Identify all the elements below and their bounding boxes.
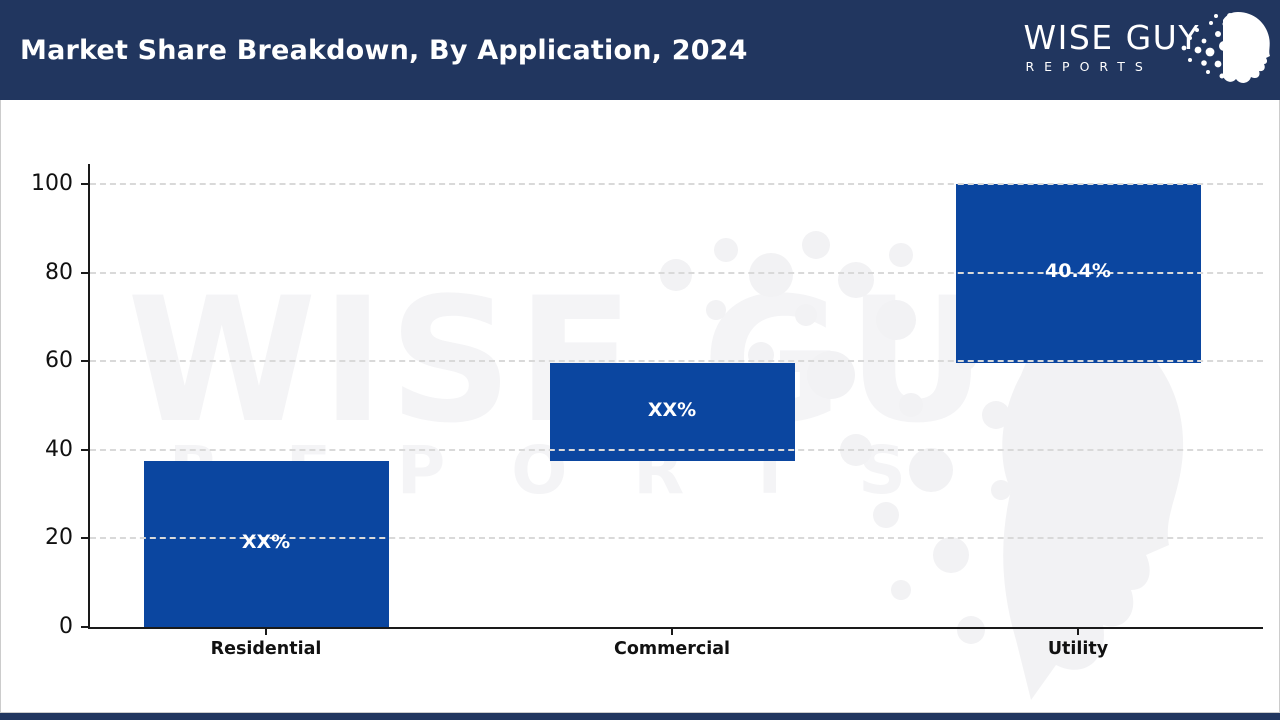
y-tick-mark [81,183,89,185]
bar-value-label: XX% [647,399,697,422]
x-tick-mark [1077,629,1079,635]
header-bar: Market Share Breakdown, By Application, … [0,0,1280,100]
y-gridline [90,537,1263,540]
y-tick-label: 80 [45,259,73,285]
y-tick-label: 40 [45,436,73,462]
y-tick-mark [81,360,89,363]
y-gridline [90,183,1263,185]
x-tick-label-commercial: Commercial [613,639,730,659]
bar-value-label: 40.4% [1045,260,1111,283]
logo-wordmark-line2: REPORTS [1025,59,1153,74]
x-axis [88,627,1263,629]
x-tick-mark [671,629,673,635]
wiseguy-logo: WISE GUY REPORTS [1020,6,1270,96]
wiseguy-face-icon [1181,12,1270,83]
y-tick-mark [81,448,89,451]
y-gridline [90,360,1263,363]
y-tick-mark [81,271,89,274]
y-tick-label: 60 [45,348,73,374]
y-axis [88,164,90,629]
x-tick-label-residential: Residential [210,639,322,659]
logo-wordmark: WISE GUY REPORTS [1023,18,1200,75]
y-tick-mark [81,626,89,628]
x-tick-mark [265,629,267,635]
bar-commercial [549,362,795,462]
y-tick-label: 0 [59,614,73,639]
logo-wordmark-line1: WISE GUY [1023,18,1200,57]
y-gridline [90,448,1263,451]
y-tick-label: 100 [31,171,73,196]
footer-bar [0,713,1280,720]
chart-area: WISE GUY REPORTS 0 20 40 60 80 100 XX% XX% 40.4%… [0,100,1280,713]
bar-residential [143,461,389,627]
bar-value-label: XX% [241,531,291,554]
y-tick-mark [81,537,89,540]
chart-title: Market Share Breakdown, By Application, … [20,34,748,66]
x-tick-label-utility: Utility [1047,639,1109,659]
y-tick-label: 20 [45,525,73,551]
